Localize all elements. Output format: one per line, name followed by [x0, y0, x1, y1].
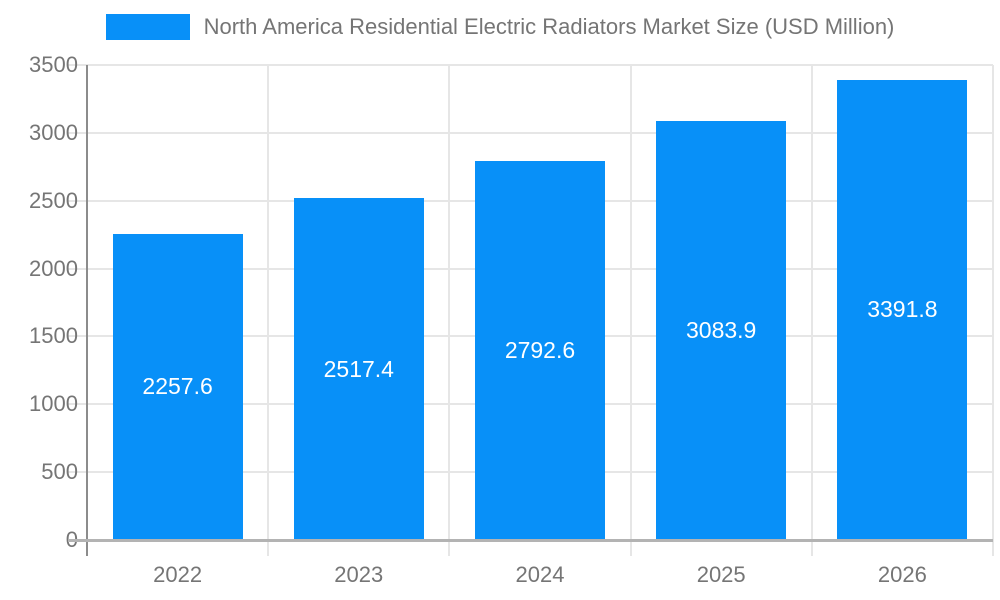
bar: 3391.8 [837, 79, 968, 540]
y-axis-tick-label: 1500 [29, 323, 78, 349]
bar: 2517.4 [293, 198, 424, 540]
bar: 3083.9 [656, 121, 787, 540]
x-gridline [992, 65, 994, 556]
x-axis-baseline [68, 539, 993, 542]
bar-value-label: 3083.9 [686, 317, 757, 344]
y-axis-tick-label: 1000 [29, 391, 78, 417]
y-axis-tick-label: 2500 [29, 187, 78, 213]
x-axis-tick-label: 2023 [334, 562, 384, 587]
y-gridline [68, 131, 993, 134]
bar-value-label: 3391.8 [867, 296, 938, 323]
x-gridline [810, 65, 813, 556]
x-axis-tick-label: 2022 [153, 562, 203, 587]
bar: 2257.6 [112, 233, 243, 540]
legend-swatch [105, 14, 190, 40]
x-gridline [448, 65, 451, 556]
x-axis-tick-label: 2025 [696, 562, 746, 587]
y-gridline [68, 64, 993, 66]
y-axis-tick-label: 500 [41, 459, 78, 485]
x-gridline [629, 65, 632, 556]
y-axis-tick-label: 0 [0, 527, 78, 553]
x-gridline [267, 65, 270, 556]
chart-legend: North America Residential Electric Radia… [0, 14, 1000, 40]
legend-label: North America Residential Electric Radia… [203, 14, 895, 39]
y-axis-tick-label: 3000 [29, 119, 78, 145]
bar-value-label: 2517.4 [323, 355, 394, 382]
bar-value-label: 2257.6 [142, 373, 213, 400]
x-axis-tick-label: 2026 [877, 562, 927, 587]
bar-value-label: 2792.6 [504, 336, 576, 363]
y-axis-tick-label: 3500 [29, 52, 78, 77]
y-axis-line [86, 65, 88, 556]
y-axis-tick-label: 2000 [29, 255, 78, 281]
bar: 2792.6 [475, 161, 605, 540]
x-axis-tick-label: 2024 [515, 562, 565, 587]
